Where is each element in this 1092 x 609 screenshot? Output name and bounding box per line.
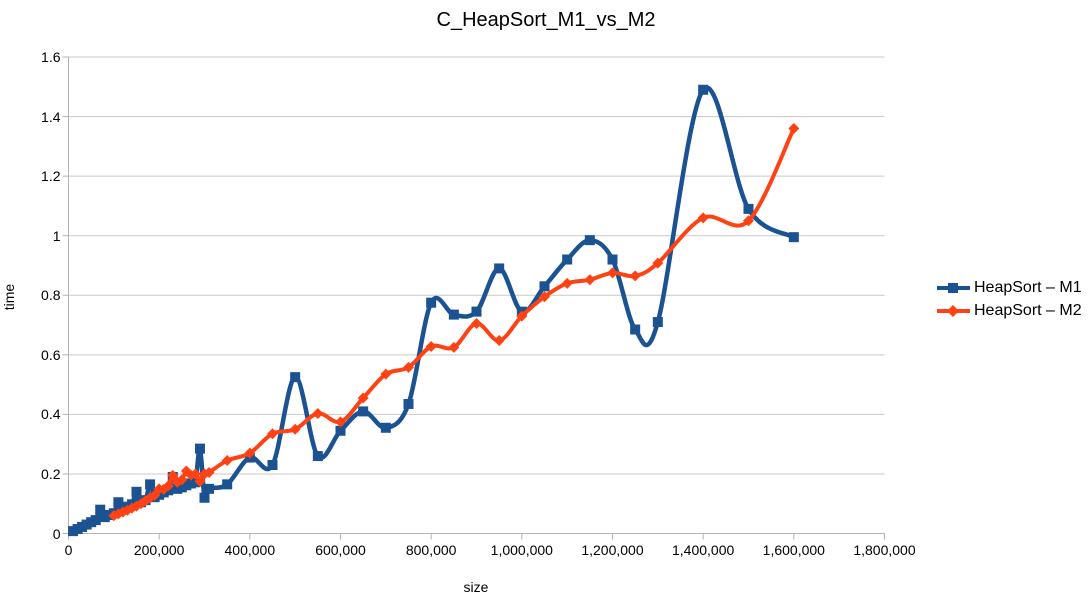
m2-marker <box>221 455 233 467</box>
m2-marker <box>743 215 754 227</box>
m1-marker <box>743 203 754 214</box>
x-axis-title: size <box>463 579 489 595</box>
legend-item-m1: HeapSort – M1 <box>937 276 1082 299</box>
m1-marker <box>562 254 573 265</box>
m2-marker <box>149 489 161 501</box>
m2-marker <box>267 428 278 440</box>
m2-line-diamond-icon <box>937 304 970 317</box>
m2-marker <box>493 335 505 347</box>
m1-marker <box>290 372 301 383</box>
x-tick-label: 1,800,000 <box>853 542 916 558</box>
m1-line <box>70 85 797 534</box>
m1-marker <box>358 406 369 417</box>
legend-label-m2: HeapSort – M2 <box>974 301 1082 319</box>
x-tick-label: 400,000 <box>224 542 276 558</box>
y-axis-title: time <box>1 283 17 311</box>
m2-marker <box>162 480 174 492</box>
m1-marker <box>194 443 205 454</box>
m2-marker <box>561 277 573 289</box>
m2-marker <box>584 274 596 286</box>
m2-marker <box>448 341 460 353</box>
m1-marker <box>267 460 278 471</box>
y-tick-label: 1 <box>52 227 61 244</box>
m1-marker <box>584 235 595 246</box>
x-tick-label: 1,200,000 <box>581 542 644 558</box>
y-tick-label: 1.6 <box>41 49 61 65</box>
m2-marker <box>203 466 215 478</box>
m2-marker <box>312 407 324 419</box>
m1-marker <box>131 486 142 497</box>
m1-marker <box>788 232 799 243</box>
x-tick-label: 1,400,000 <box>672 542 735 558</box>
m2-marker <box>335 416 346 428</box>
x-tick-label: 1,600,000 <box>762 542 825 558</box>
x-tick-label: 600,000 <box>315 542 366 558</box>
m2-marker <box>539 291 550 303</box>
x-tick-label: 800,000 <box>405 542 457 558</box>
m2-marker <box>516 310 528 322</box>
x-tick-label: 1,000,000 <box>490 542 553 558</box>
chart-title: C_HeapSort_M1_vs_M2 <box>436 9 656 31</box>
m2-marker <box>289 423 301 435</box>
m1-marker <box>448 309 459 320</box>
m1-marker <box>630 324 641 335</box>
m2-marker <box>244 447 256 459</box>
m2-marker <box>697 212 709 224</box>
m2-marker <box>380 368 392 380</box>
m2-marker <box>176 474 188 486</box>
m2-marker <box>189 468 201 480</box>
m1-marker <box>335 425 346 436</box>
m1-marker <box>698 84 709 95</box>
m1-marker <box>222 479 233 490</box>
m1-marker <box>471 306 482 317</box>
m1-marker <box>90 515 101 526</box>
m1-marker <box>95 504 106 515</box>
m1-marker <box>426 297 437 308</box>
m2-marker <box>108 510 120 522</box>
m2-marker <box>629 270 641 282</box>
m1-line-square-icon <box>937 282 970 293</box>
m2-marker <box>788 122 800 134</box>
y-tick-label: 0.4 <box>41 406 61 423</box>
y-tick-label: 0.2 <box>41 465 61 482</box>
y-tick-label: 1.2 <box>41 168 61 185</box>
m2-marker <box>167 469 179 481</box>
m1-marker <box>199 492 210 503</box>
legend: HeapSort – M1 HeapSort – M2 <box>937 276 1082 322</box>
legend-label-m1: HeapSort – M1 <box>974 278 1082 296</box>
m1-marker <box>403 398 414 409</box>
m2-marker <box>194 475 206 487</box>
m1-marker <box>145 479 156 490</box>
m2-marker <box>357 392 369 404</box>
m1-marker <box>494 263 505 274</box>
m2-marker <box>607 267 618 279</box>
y-tick-label: 0.8 <box>41 287 61 304</box>
m1-marker <box>204 483 215 494</box>
y-tick-label: 0 <box>52 525 61 542</box>
m1-marker <box>312 451 323 462</box>
m1-marker <box>113 497 124 508</box>
y-tick-label: 0.6 <box>41 346 61 363</box>
m1-marker <box>652 317 663 328</box>
m1-marker <box>380 422 391 433</box>
m1-marker <box>539 281 550 292</box>
x-tick-label: 200,000 <box>133 542 185 558</box>
m2-marker <box>471 318 482 330</box>
x-tick-label: 0 <box>64 542 73 558</box>
legend-item-m2: HeapSort – M2 <box>937 299 1082 322</box>
m2-marker <box>652 257 664 269</box>
m1-marker <box>607 254 618 265</box>
m2-marker <box>425 340 437 352</box>
m2-marker <box>403 361 414 373</box>
y-tick-label: 1.4 <box>41 108 61 125</box>
m2-line <box>111 126 796 518</box>
